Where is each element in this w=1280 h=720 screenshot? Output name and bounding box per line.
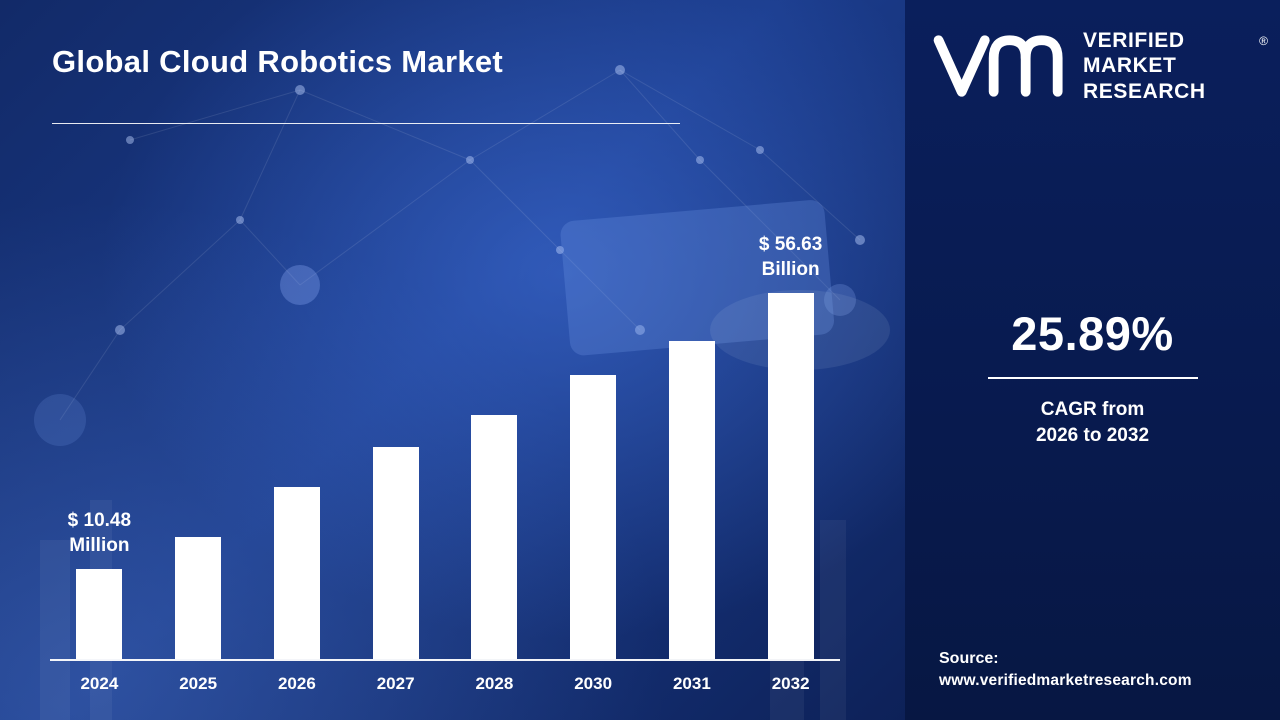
source-label: Source:: [939, 650, 999, 667]
x-tick-2026: 2026: [277, 674, 316, 693]
x-tick-2024: 2024: [80, 674, 119, 693]
chart-area-background: Global Cloud Robotics Market $ 10.48 Mill…: [0, 0, 905, 720]
page-title: Global Cloud Robotics Market: [52, 44, 504, 79]
brand-line-2: MARKET: [1083, 54, 1177, 78]
bar-2025: [175, 537, 222, 659]
x-tick-2030: 2030: [574, 674, 613, 693]
bar-column-2032: $ 56.63 Billion: [741, 232, 840, 659]
x-tick-2025: 2025: [179, 674, 218, 693]
bar-2030: [570, 375, 617, 659]
cagr-caption-line-2: 2026 to 2032: [1035, 424, 1150, 446]
bar-annotation-2024: $ 10.48 Million: [67, 509, 132, 557]
source-block: Source: www.verifiedmarketresearch.com: [939, 650, 1192, 690]
brand-line-1: VERIFIED: [1083, 28, 1185, 52]
cagr-block: 25.89% CAGR from 2026 to 2032: [905, 306, 1280, 448]
cagr-value: 25.89%: [1011, 307, 1174, 360]
bar-column-2031: [643, 341, 742, 659]
bar-column-2028: [445, 415, 544, 659]
cagr-caption-line-1: CAGR from: [1040, 399, 1145, 420]
bar-2031: [668, 341, 715, 659]
bar-column-2024: $ 10.48 Million: [50, 508, 149, 659]
side-panel: VERIFIED MARKET RESEARCH ® 25.89% CAGR f…: [905, 0, 1280, 720]
bar-chart: $ 10.48 Million $ 56.63 Billion 2024 2025 202…: [50, 221, 840, 694]
brand-logo: VERIFIED MARKET RESEARCH: [923, 26, 1206, 106]
bars-row: $ 10.48 Million $ 56.63 Billion: [50, 221, 840, 661]
title-underline: [52, 123, 680, 124]
bar-column-2027: [346, 447, 445, 659]
x-tick-2027: 2027: [376, 674, 415, 693]
brand-line-3: RESEARCH: [1083, 79, 1206, 103]
x-tick-2028: 2028: [475, 674, 514, 693]
bar-2026: [273, 487, 320, 659]
source-url: www.verifiedmarketresearch.com: [939, 672, 1192, 689]
cagr-underline: [987, 377, 1198, 379]
bar-2032: [767, 293, 814, 659]
bar-2028: [471, 415, 518, 659]
bar-annotation-2032: $ 56.63 Billion: [758, 233, 823, 281]
x-tick-2031: 2031: [672, 674, 711, 693]
bar-2024: [76, 569, 123, 659]
bar-column-2025: [149, 537, 248, 659]
vmr-logo-icon: [933, 35, 1063, 97]
bar-column-2026: [248, 487, 347, 659]
x-tick-2032: 2032: [771, 674, 810, 693]
x-axis-ticks: 2024 2025 2026 2027 2028 2030 2031 2032: [50, 661, 840, 694]
bar-2027: [372, 447, 419, 659]
brand-name: VERIFIED MARKET RESEARCH: [1083, 28, 1206, 105]
cagr-caption: CAGR from 2026 to 2032: [905, 397, 1280, 448]
registered-mark: ®: [1259, 34, 1268, 48]
bar-column-2030: [544, 375, 643, 659]
